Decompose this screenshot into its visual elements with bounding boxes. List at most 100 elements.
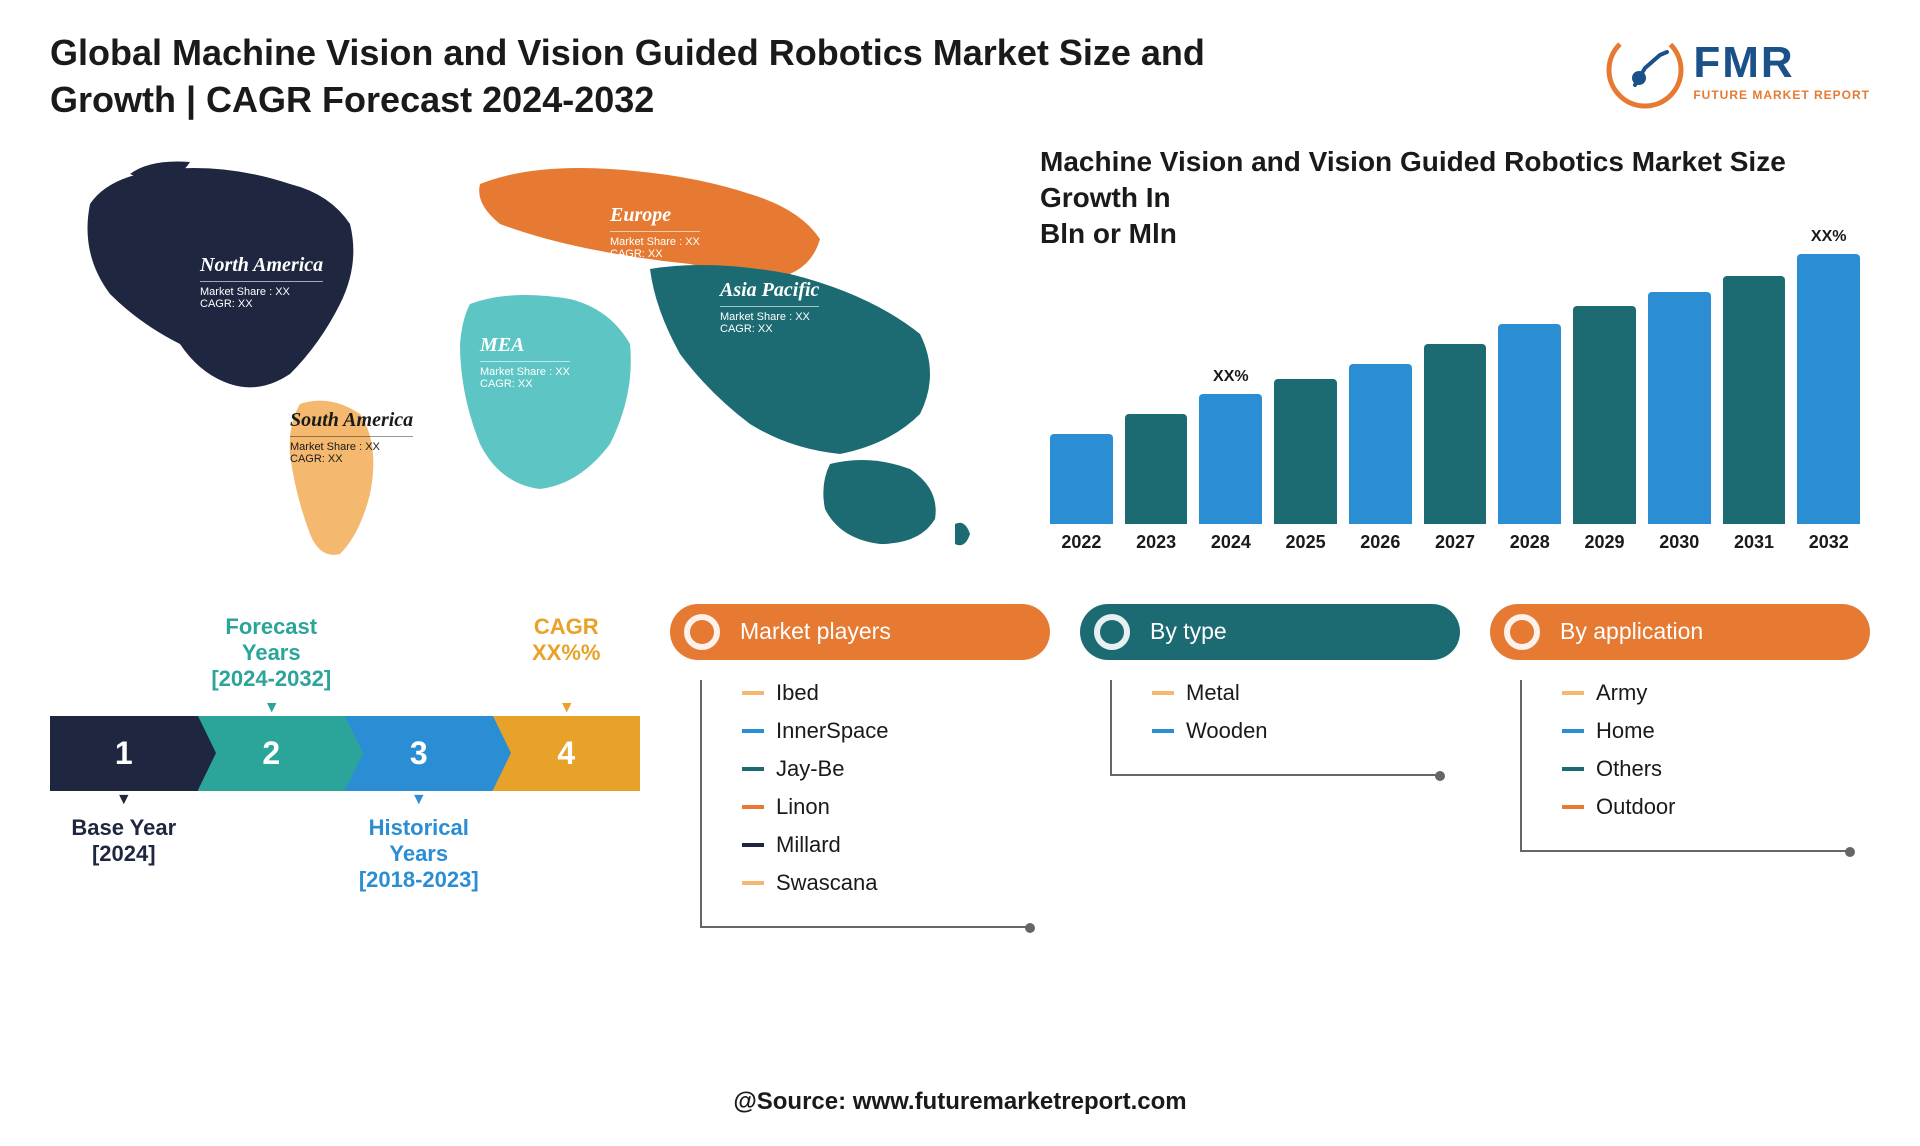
category-header: Market players (670, 604, 1050, 660)
timeline-segment-4: 4 (493, 716, 641, 791)
category-list: Ibed InnerSpace Jay-Be Linon Millard Swascana (700, 680, 1050, 928)
bar-2029: 2029 (1573, 280, 1636, 553)
timeline-top-label (50, 614, 198, 692)
category-list: Metal Wooden (1110, 680, 1460, 776)
swatch-icon (742, 881, 764, 885)
region-label-south-america: South AmericaMarket Share : XXCAGR: XX (290, 409, 413, 465)
item-label: Metal (1186, 680, 1240, 706)
pointer-down-icon (493, 791, 641, 809)
swatch-icon (1562, 691, 1584, 695)
category-market-players: Market players Ibed InnerSpace Jay-Be Linon M… (670, 594, 1050, 928)
bar-rect (1424, 344, 1487, 524)
list-item: Outdoor (1562, 794, 1870, 820)
chart-title: Machine Vision and Vision Guided Robotic… (1040, 144, 1870, 253)
swatch-icon (742, 729, 764, 733)
swatch-icon (1562, 805, 1584, 809)
timeline-bottom-label: Historical Years[2018-2023] (345, 815, 493, 893)
swatch-icon (1152, 729, 1174, 733)
swatch-icon (742, 691, 764, 695)
swatch-icon (1152, 691, 1174, 695)
bar-2032: XX% 2032 (1797, 228, 1860, 553)
item-label: InnerSpace (776, 718, 889, 744)
pointer-down-icon (50, 698, 198, 716)
bar-year-label: 2027 (1435, 532, 1475, 553)
category-by-application: By applicationArmyHomeOthersOutdoor (1490, 594, 1870, 928)
list-item: Ibed (742, 680, 1050, 706)
list-item: Home (1562, 718, 1870, 744)
region-label-north-america: North AmericaMarket Share : XXCAGR: XX (200, 254, 323, 310)
list-item: Metal (1152, 680, 1460, 706)
timeline-bottom-label (198, 815, 346, 893)
list-item: Millard (742, 832, 1050, 858)
bar-2023: 2023 (1125, 388, 1188, 553)
pointer-down-icon (198, 791, 346, 809)
bar-year-label: 2029 (1584, 532, 1624, 553)
timeline-bottom-label (493, 815, 641, 893)
logo: FMR FUTURE MARKET REPORT (1605, 30, 1870, 110)
bar-year-label: 2028 (1510, 532, 1550, 553)
pointer-down-icon: ▼ (345, 791, 493, 809)
bar-year-label: 2024 (1211, 532, 1251, 553)
pointer-down-icon: ▼ (50, 791, 198, 809)
region-label-mea: MEAMarket Share : XXCAGR: XX (480, 334, 570, 390)
pointer-down-icon (345, 698, 493, 716)
swatch-icon (1562, 767, 1584, 771)
pointer-down-icon: ▲ (198, 698, 346, 716)
source-attribution: @Source: www.futuremarketreport.com (733, 1088, 1186, 1116)
bar-top-label: XX% (1213, 368, 1249, 390)
bar-rect (1050, 434, 1113, 524)
bar-2022: 2022 (1050, 408, 1113, 553)
swatch-icon (742, 767, 764, 771)
item-label: Home (1596, 718, 1655, 744)
bar-2025: 2025 (1274, 353, 1337, 553)
bar-2031: 2031 (1723, 250, 1786, 553)
item-label: Swascana (776, 870, 878, 896)
bar-year-label: 2032 (1809, 532, 1849, 553)
item-label: Linon (776, 794, 830, 820)
bar-2027: 2027 (1424, 318, 1487, 553)
bar-year-label: 2031 (1734, 532, 1774, 553)
timeline-section: Forecast Years[2024-2032] CAGRXX%% ▲ ▲ 123… (50, 594, 640, 893)
swatch-icon (742, 843, 764, 847)
item-label: Wooden (1186, 718, 1268, 744)
timeline-bottom-label: Base Year[2024] (50, 815, 198, 893)
logo-main-text: FMR (1693, 38, 1870, 88)
bar-rect (1498, 324, 1561, 524)
logo-sub-text: FUTURE MARKET REPORT (1693, 88, 1870, 102)
bar-2028: 2028 (1498, 298, 1561, 553)
list-item: Linon (742, 794, 1050, 820)
list-item: Jay-Be (742, 756, 1050, 782)
timeline-top-label: Forecast Years[2024-2032] (198, 614, 346, 692)
bar-2024: XX% 2024 (1199, 368, 1262, 553)
item-label: Outdoor (1596, 794, 1676, 820)
bar-rect (1573, 306, 1636, 524)
bar-year-label: 2026 (1360, 532, 1400, 553)
item-label: Jay-Be (776, 756, 844, 782)
bar-chart-section: Machine Vision and Vision Guided Robotic… (1040, 144, 1870, 564)
list-item: Army (1562, 680, 1870, 706)
swatch-icon (742, 805, 764, 809)
item-label: Others (1596, 756, 1662, 782)
timeline-top-label (345, 614, 493, 692)
swatch-icon (1562, 729, 1584, 733)
timeline-segment-2: 2 (198, 716, 346, 791)
item-label: Ibed (776, 680, 819, 706)
category-header: By type (1080, 604, 1460, 660)
timeline-segment-3: 3 (345, 716, 493, 791)
bar-rect (1797, 254, 1860, 524)
bar-rect (1648, 292, 1711, 524)
bar-year-label: 2025 (1286, 532, 1326, 553)
bar-2026: 2026 (1349, 338, 1412, 553)
bar-rect (1723, 276, 1786, 524)
bar-2030: 2030 (1648, 266, 1711, 553)
timeline-top-label: CAGRXX%% (493, 614, 641, 692)
list-item: Others (1562, 756, 1870, 782)
list-item: Wooden (1152, 718, 1460, 744)
bar-year-label: 2022 (1061, 532, 1101, 553)
bar-rect (1349, 364, 1412, 524)
timeline-segment-1: 1 (50, 716, 198, 791)
category-by-type: By type Metal Wooden (1080, 594, 1460, 928)
logo-icon (1605, 30, 1685, 110)
item-label: Millard (776, 832, 841, 858)
pointer-down-icon: ▲ (493, 698, 641, 716)
